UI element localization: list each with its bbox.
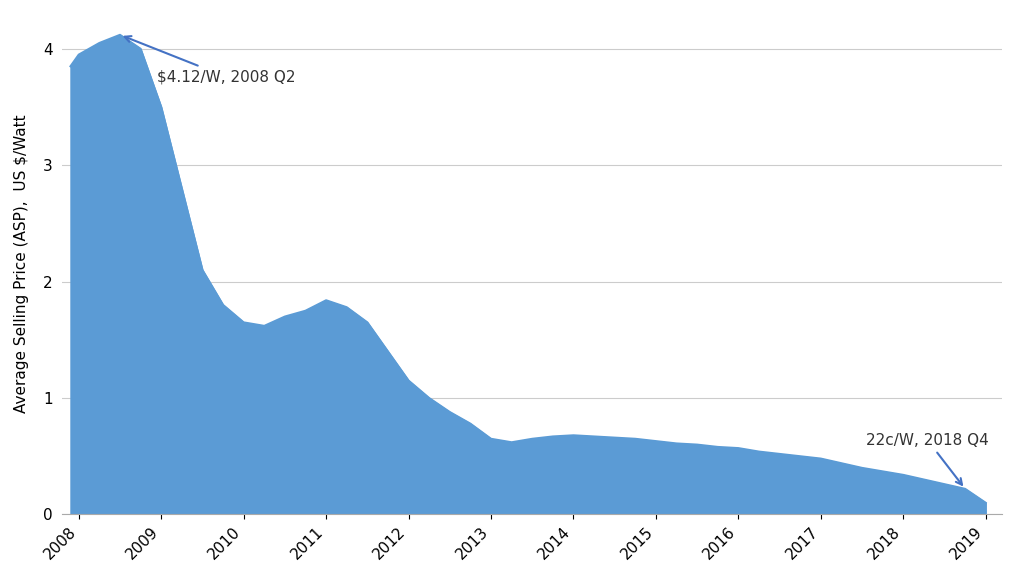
Text: 22c/W, 2018 Q4: 22c/W, 2018 Q4: [866, 433, 989, 485]
Y-axis label: Average Selling Price (ASP),  US $/Watt: Average Selling Price (ASP), US $/Watt: [14, 115, 29, 414]
Text: $4.12/W, 2008 Q2: $4.12/W, 2008 Q2: [125, 36, 296, 85]
